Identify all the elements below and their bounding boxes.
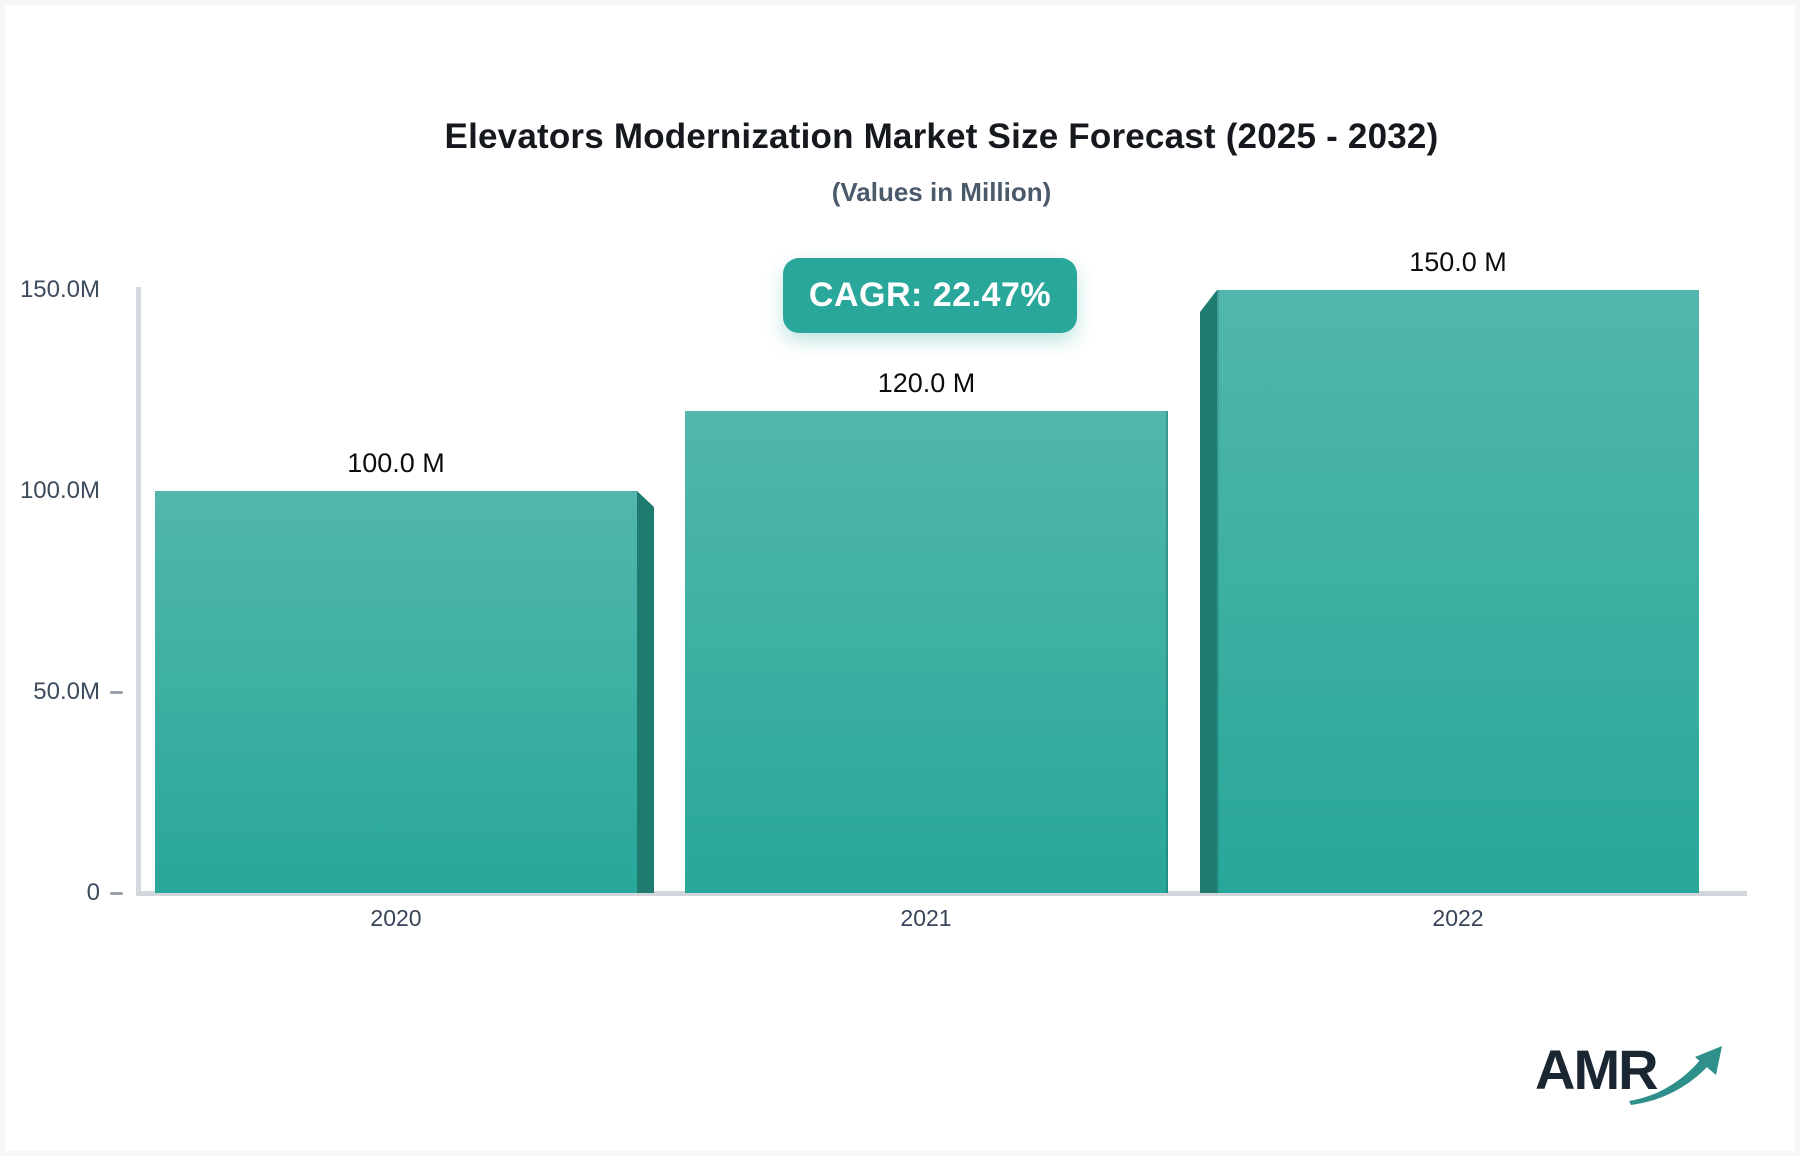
x-label-2022: 2022 — [1432, 905, 1484, 931]
chart-card: Elevators Modernization Market Size Fore… — [5, 5, 1795, 1151]
x-axis-baseline — [136, 891, 1747, 896]
bar-2022: 150.0 M — [1200, 247, 1699, 893]
y-tick-label: 0 — [86, 879, 100, 906]
bar-value-label: 120.0 M — [877, 367, 976, 398]
y-tick-label: 150.0M — [19, 276, 100, 303]
chart-subtitle: (Values in Million) — [831, 177, 1052, 207]
cagr-badge-label: CAGR: 22.47% — [808, 276, 1052, 314]
trending-up-arrow-icon — [1629, 1046, 1722, 1105]
tick-dash — [110, 690, 123, 694]
bar-3d-side — [1200, 290, 1217, 893]
bar-face — [685, 410, 1168, 893]
bar-face — [1217, 290, 1699, 893]
bar-2021: 120.0 M — [685, 290, 1168, 893]
plot-area: 150.0M 100.0M 50.0M 0 — [20, 247, 1747, 906]
bar-value-label: 100.0 M — [347, 448, 445, 478]
bar-3d-side — [637, 491, 654, 893]
y-tick-label: 100.0M — [19, 477, 100, 504]
x-axis-labels: 2020 2021 2022 — [136, 905, 1747, 945]
chart-title: Elevators Modernization Market Size Fore… — [444, 117, 1439, 156]
tick-dash — [110, 891, 123, 895]
amr-logo: AMR — [1535, 1037, 1722, 1117]
cagr-badge: CAGR: 22.47% — [783, 258, 1077, 333]
y-tick-label: 50.0M — [33, 678, 100, 705]
amr-logo-text: AMR — [1535, 1038, 1659, 1101]
x-label-2020: 2020 — [370, 905, 422, 931]
y-axis-line — [136, 287, 141, 895]
x-label-2021: 2021 — [900, 905, 952, 931]
bar-value-label: 150.0 M — [1409, 247, 1507, 277]
bar-2020: 100.0 M — [155, 290, 654, 893]
bar-face — [155, 491, 637, 893]
